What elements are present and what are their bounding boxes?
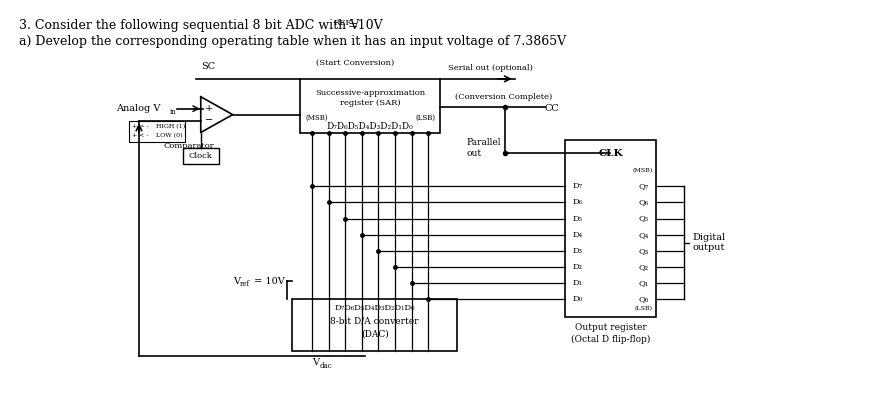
FancyBboxPatch shape — [292, 299, 457, 351]
Text: D₇: D₇ — [572, 182, 583, 190]
Text: HIGH (1): HIGH (1) — [156, 123, 186, 129]
Text: + > -: + > - — [132, 123, 149, 128]
FancyBboxPatch shape — [564, 140, 656, 317]
Text: D₀: D₀ — [572, 295, 583, 303]
Text: (Conversion Complete): (Conversion Complete) — [455, 93, 552, 101]
Text: Digital
output: Digital output — [692, 233, 725, 252]
Text: Q₂: Q₂ — [638, 263, 648, 271]
Text: Q₀: Q₀ — [638, 295, 648, 303]
Text: Q₆: Q₆ — [638, 198, 648, 206]
Text: (MSB): (MSB) — [305, 114, 328, 122]
Text: Serial out (optional): Serial out (optional) — [448, 64, 533, 72]
Text: = 10V: = 10V — [250, 277, 284, 286]
Text: REF: REF — [333, 19, 352, 27]
Text: D₃: D₃ — [572, 247, 583, 255]
Text: CLK: CLK — [598, 149, 623, 158]
Text: (DAC): (DAC) — [360, 330, 388, 339]
Text: Comparator: Comparator — [164, 142, 214, 150]
Text: (LSB): (LSB) — [415, 114, 435, 122]
Text: D₄: D₄ — [572, 231, 583, 239]
Text: Analog V: Analog V — [116, 104, 160, 113]
Text: (Octal D flip-flop): (Octal D flip-flop) — [570, 335, 650, 344]
Text: dac: dac — [319, 362, 332, 370]
Text: −: − — [205, 116, 213, 125]
Text: Q₃: Q₃ — [638, 247, 648, 255]
Text: ref: ref — [240, 280, 249, 288]
Text: D₇D₆D₅D₄D₃D₂D₁D₀: D₇D₆D₅D₄D₃D₂D₁D₀ — [327, 121, 414, 131]
Text: D₇D₆D₅D₄D₃D₂D₁D₀: D₇D₆D₅D₄D₃D₂D₁D₀ — [334, 304, 415, 312]
Text: (Start Conversion): (Start Conversion) — [316, 59, 395, 67]
Text: (LSB): (LSB) — [634, 306, 653, 311]
Text: V: V — [233, 277, 240, 286]
Text: Q₁: Q₁ — [638, 279, 648, 287]
FancyBboxPatch shape — [129, 121, 185, 142]
Text: Q₅: Q₅ — [638, 214, 648, 223]
Text: =10V: =10V — [347, 19, 383, 32]
Text: D₆: D₆ — [572, 198, 583, 206]
Text: LOW (0): LOW (0) — [156, 133, 183, 138]
Text: + < -: + < - — [132, 133, 149, 138]
Text: in: in — [170, 108, 177, 116]
FancyBboxPatch shape — [183, 148, 219, 164]
Text: Successive-approximation: Successive-approximation — [315, 89, 425, 97]
Text: 3. Consider the following sequential 8 bit ADC with V: 3. Consider the following sequential 8 b… — [19, 19, 360, 32]
Text: (MSB): (MSB) — [632, 168, 653, 173]
Text: Q₇: Q₇ — [638, 182, 648, 190]
Text: Clock: Clock — [189, 152, 213, 160]
Text: a) Develop the corresponding operating table when it has an input voltage of 7.3: a) Develop the corresponding operating t… — [19, 35, 566, 48]
Text: Output register: Output register — [575, 323, 647, 332]
Text: +: + — [205, 104, 213, 113]
Text: D₁: D₁ — [572, 279, 583, 287]
Text: 8-bit D/A converter: 8-bit D/A converter — [331, 317, 419, 326]
Text: D₅: D₅ — [572, 214, 583, 223]
Text: V: V — [312, 358, 319, 368]
Text: Q₄: Q₄ — [638, 231, 648, 239]
Text: register (SAR): register (SAR) — [340, 99, 401, 107]
FancyBboxPatch shape — [300, 79, 440, 133]
Text: SC: SC — [200, 62, 215, 71]
Text: D₂: D₂ — [572, 263, 583, 271]
Text: Parallel
out: Parallel out — [467, 138, 501, 158]
Text: CC: CC — [544, 104, 559, 113]
